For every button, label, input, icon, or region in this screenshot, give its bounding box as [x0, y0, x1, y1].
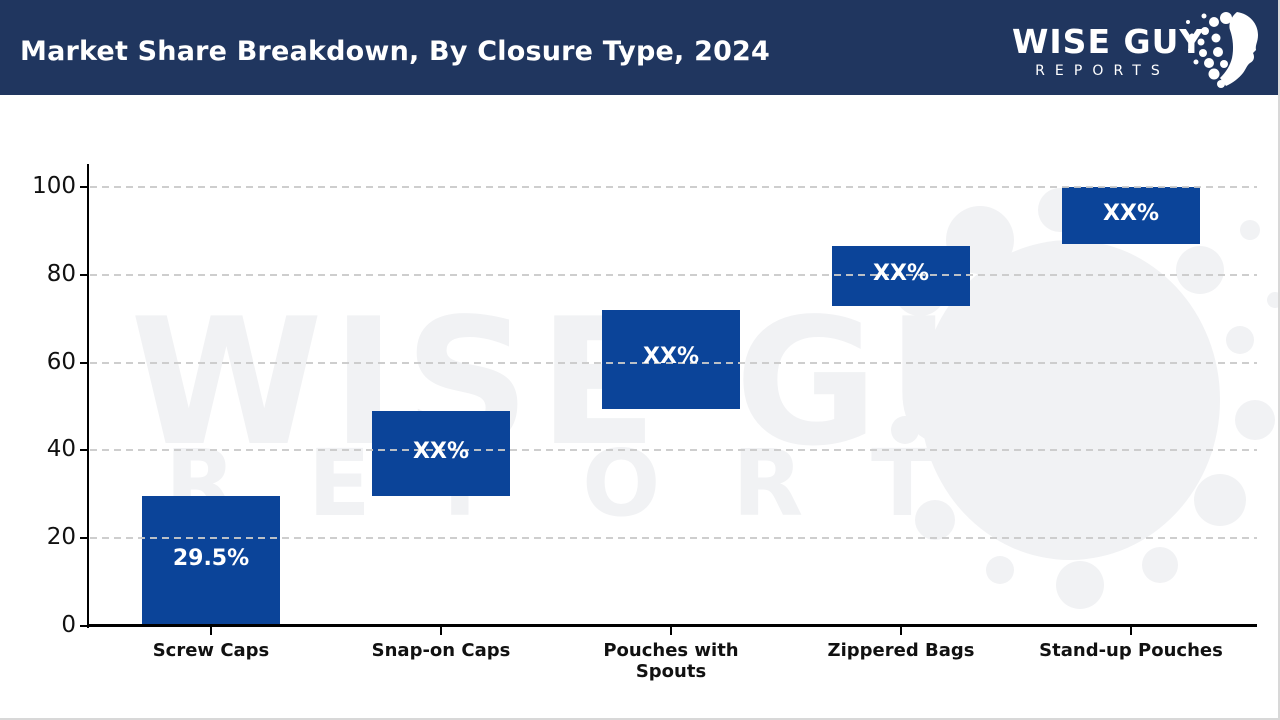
- bar-stand-up-pouches: [1062, 187, 1200, 245]
- y-tick-label-0: 0: [61, 612, 76, 638]
- x-category-label-pouches-with-spouts: Pouches with Spouts: [603, 640, 739, 682]
- y-tick-label-40: 40: [46, 436, 76, 463]
- x-category-label-screw-caps: Screw Caps: [152, 640, 270, 661]
- bar-value-label-pouches-with-spouts: XX%: [643, 344, 699, 370]
- x-category-label-zippered-bags: Zippered Bags: [827, 640, 975, 661]
- x-tick-mark-zippered-bags: [900, 627, 902, 635]
- bar-pouches-with-spouts: [602, 309, 740, 409]
- y-tick-mark-100: [80, 186, 88, 188]
- logo-wordmark: WISE GUY: [1012, 22, 1205, 61]
- chart-title: Market Share Breakdown, By Closure Type,…: [20, 36, 771, 67]
- y-tick-mark-40: [80, 449, 88, 452]
- gridline-20: [90, 537, 1257, 540]
- x-tick-mark-snap-on-caps: [440, 627, 442, 635]
- wiseguy-logo: WISE GUY REPORTS: [1012, 8, 1262, 90]
- bar-value-label-screw-caps: 29.5%: [172, 546, 250, 572]
- x-axis-line: [87, 624, 1257, 627]
- y-tick-label-60: 60: [46, 348, 76, 375]
- x-tick-mark-stand-up-pouches: [1130, 627, 1132, 635]
- bar-screw-caps: [142, 496, 280, 626]
- logo-subtitle: REPORTS: [1035, 63, 1170, 79]
- x-category-label-stand-up-pouches: Stand-up Pouches: [1039, 640, 1223, 661]
- y-tick-mark-80: [80, 273, 88, 276]
- gridline-80: [90, 273, 1257, 276]
- wiseguy-face-icon: [1186, 12, 1258, 88]
- bar-snap-on-caps: [372, 410, 510, 497]
- header-bar: Market Share Breakdown, By Closure Type,…: [0, 0, 1278, 95]
- y-tick-mark-60: [80, 361, 88, 364]
- gridline-40: [90, 449, 1257, 452]
- y-tick-label-20: 20: [46, 524, 76, 551]
- x-category-label-snap-on-caps: Snap-on Caps: [371, 640, 511, 661]
- gridline-100: [90, 186, 1257, 188]
- y-tick-label-80: 80: [46, 260, 76, 287]
- x-tick-mark-pouches-with-spouts: [670, 627, 672, 635]
- gridline-60: [90, 361, 1257, 364]
- y-tick-mark-0: [80, 625, 88, 627]
- y-tick-label-100: 100: [32, 173, 76, 199]
- bar-value-label-zippered-bags: XX%: [873, 260, 929, 286]
- bar-value-label-stand-up-pouches: XX%: [1103, 200, 1159, 226]
- wiseguy-logo-text: WISE GUY REPORTS: [1012, 22, 1205, 79]
- y-tick-mark-20: [80, 537, 88, 540]
- y-axis-line: [87, 164, 89, 628]
- x-tick-mark-screw-caps: [210, 627, 212, 635]
- bar-value-label-snap-on-caps: XX%: [413, 438, 469, 464]
- bar-zippered-bags: [832, 246, 970, 306]
